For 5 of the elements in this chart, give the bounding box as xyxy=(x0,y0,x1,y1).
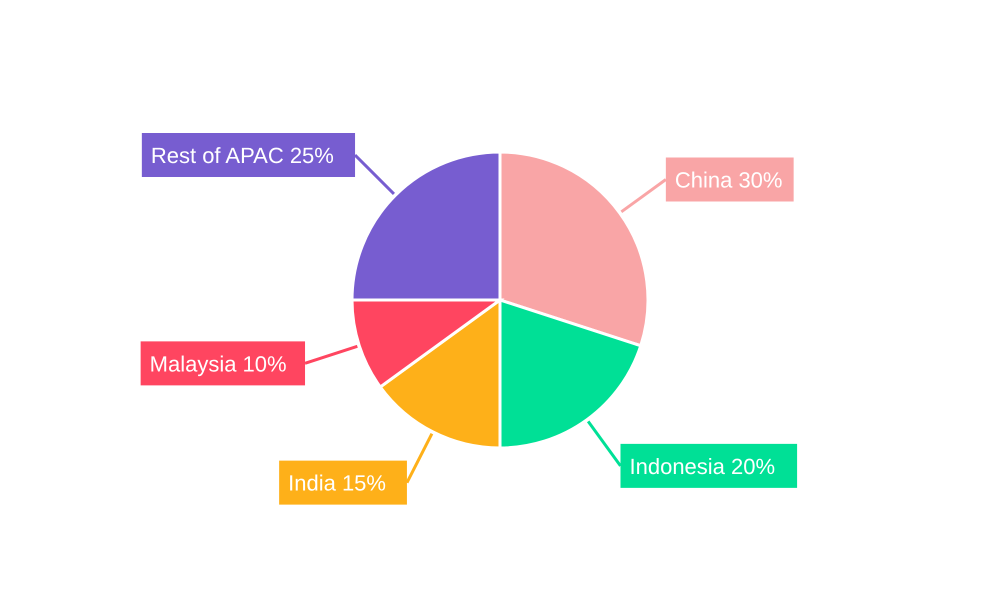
slice-label: Indonesia 20% xyxy=(629,454,776,479)
slice-label: India 15% xyxy=(288,470,386,496)
slice-label: Malaysia 10% xyxy=(150,351,287,376)
slice-label: China 30% xyxy=(674,168,782,193)
slice-label: Rest of APAC 25% xyxy=(150,143,334,168)
